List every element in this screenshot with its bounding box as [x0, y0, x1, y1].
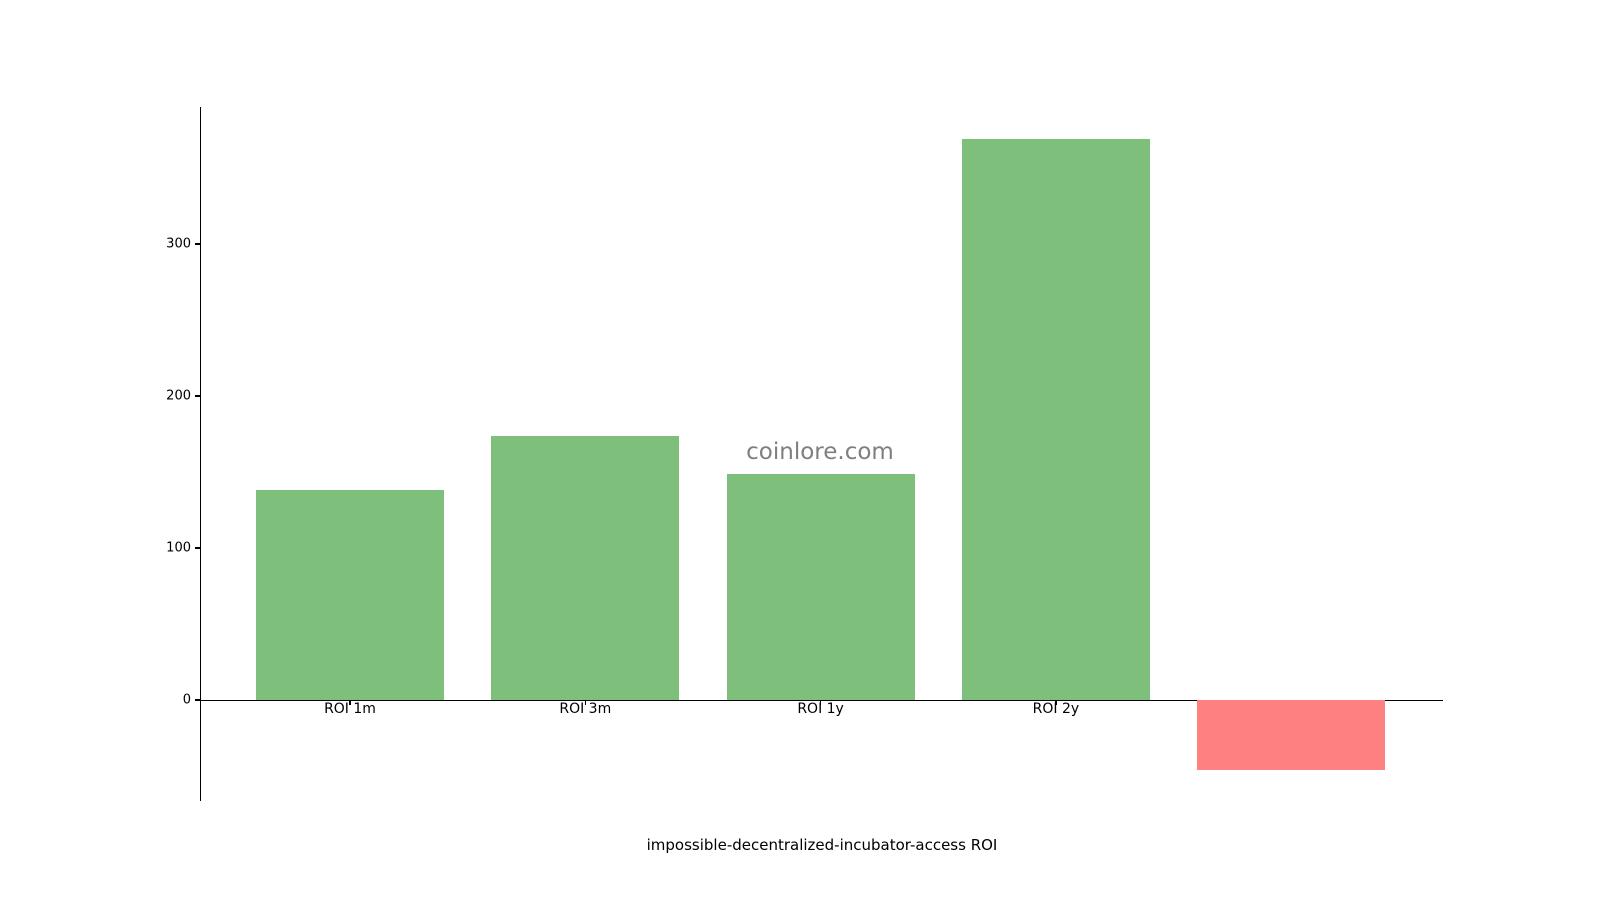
- watermark-text: coinlore.com: [746, 439, 894, 465]
- x-tick-label-roi-1y: ROI 1y: [797, 701, 844, 717]
- x-tick-label-roi-1m: ROI 1m: [324, 701, 376, 717]
- y-tick-label-300: 300: [166, 236, 191, 252]
- y-tick-label-200: 200: [166, 388, 191, 404]
- x-axis-zero-line: [200, 699, 1443, 701]
- x-tick-mark-roi-3m: [584, 700, 586, 705]
- bar-roi-1m: [256, 490, 444, 700]
- y-tick-mark-100: [195, 547, 201, 549]
- y-tick-mark-200: [195, 395, 201, 397]
- y-tick-label-100: 100: [166, 540, 191, 556]
- x-tick-label-roi-3m: ROI 3m: [559, 701, 612, 717]
- y-tick-label-0: 0: [182, 692, 191, 708]
- x-tick-mark-roi-2y: [1055, 700, 1057, 705]
- x-tick-mark-roi-1m: [349, 700, 351, 705]
- bar-negative-4: [1197, 700, 1386, 770]
- y-tick-mark-0: [195, 699, 201, 701]
- bar-roi-3m: [491, 435, 680, 700]
- x-tick-label-roi-2y: ROI 2y: [1032, 701, 1080, 717]
- bar-roi-1y: [726, 473, 915, 700]
- chart-title: impossible-decentralized-incubator-acces…: [646, 836, 998, 854]
- bar-roi-2y: [961, 139, 1150, 700]
- y-axis-line: [200, 107, 202, 801]
- x-tick-mark-roi-1y: [819, 700, 822, 705]
- y-tick-mark-300: [195, 243, 201, 245]
